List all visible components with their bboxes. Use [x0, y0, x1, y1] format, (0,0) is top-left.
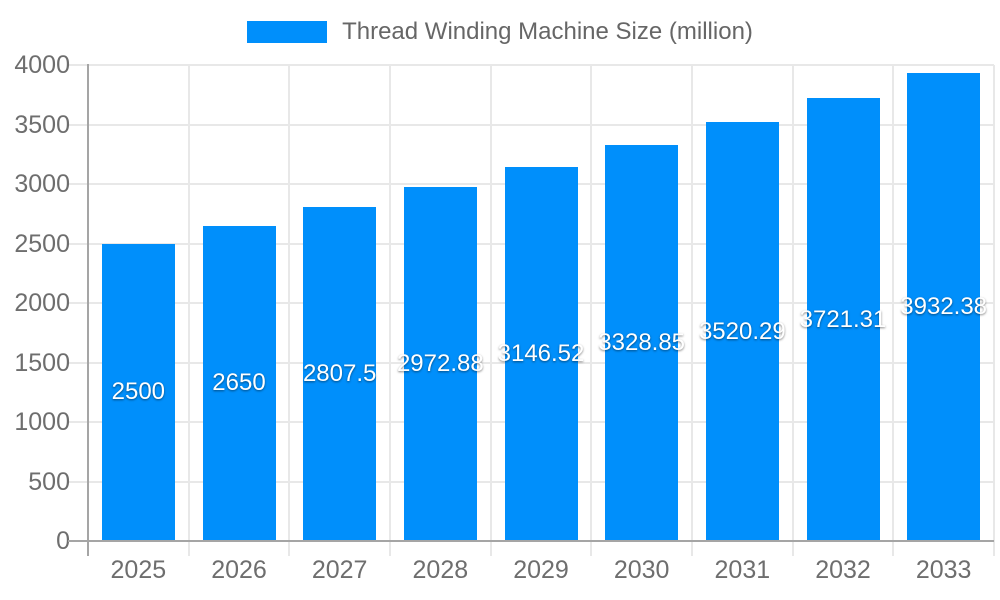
bar — [504, 166, 578, 541]
x-axis-label: 2033 — [915, 556, 972, 584]
y-axis-label: 3500 — [14, 110, 70, 139]
bar — [303, 206, 377, 541]
x-axis-label: 2030 — [613, 556, 670, 584]
bar-value-label: 2807.5 — [302, 359, 377, 387]
x-axis-label: 2025 — [110, 556, 167, 584]
bar — [101, 243, 175, 541]
y-axis-line — [87, 64, 89, 556]
bar-value-label: 2972.88 — [396, 350, 484, 378]
x-axis-line — [68, 540, 994, 542]
legend-marker — [247, 21, 328, 43]
x-gridline — [389, 65, 391, 556]
x-gridline — [288, 65, 291, 556]
bar-value-label: 3520.29 — [698, 317, 786, 345]
x-gridline — [590, 65, 593, 556]
y-axis-label: 2000 — [14, 289, 70, 317]
bar — [705, 122, 779, 541]
bar — [806, 98, 880, 541]
x-axis-label: 2027 — [311, 556, 368, 584]
y-axis-label: 2500 — [14, 229, 70, 258]
x-gridline — [993, 65, 995, 556]
bar — [605, 144, 679, 541]
y-axis-label: 0 — [56, 527, 70, 555]
x-gridline — [691, 65, 693, 556]
x-gridline — [489, 65, 492, 556]
y-axis-label: 4000 — [14, 51, 70, 79]
y-gridline — [68, 123, 994, 126]
y-axis-label: 500 — [28, 467, 70, 496]
chart-legend[interactable]: Thread Winding Machine Size (million) — [0, 18, 1000, 46]
x-axis-label: 2026 — [211, 556, 267, 584]
bar-value-label: 2500 — [111, 378, 166, 406]
legend-label: Thread Winding Machine Size (million) — [342, 18, 753, 45]
x-axis-label: 2029 — [513, 556, 569, 584]
y-axis-label: 3000 — [14, 170, 70, 198]
bar-value-label: 3328.85 — [598, 328, 686, 356]
y-axis-label: 1000 — [14, 408, 70, 436]
y-gridline — [68, 64, 994, 66]
bar-value-label: 2650 — [212, 369, 266, 397]
x-axis-label: 2031 — [714, 556, 771, 584]
x-gridline — [791, 65, 794, 556]
bar-value-label: 3932.38 — [900, 293, 988, 321]
y-axis-label: 1500 — [14, 348, 70, 377]
x-gridline — [187, 65, 190, 556]
bar — [403, 187, 477, 541]
bar — [202, 225, 276, 541]
bar-value-label: 3721.31 — [799, 305, 887, 333]
bar-value-label: 3146.52 — [497, 339, 585, 367]
bar — [907, 73, 981, 541]
x-axis-label: 2032 — [815, 556, 871, 584]
x-axis-label: 2028 — [412, 556, 469, 584]
x-gridline — [892, 65, 895, 556]
